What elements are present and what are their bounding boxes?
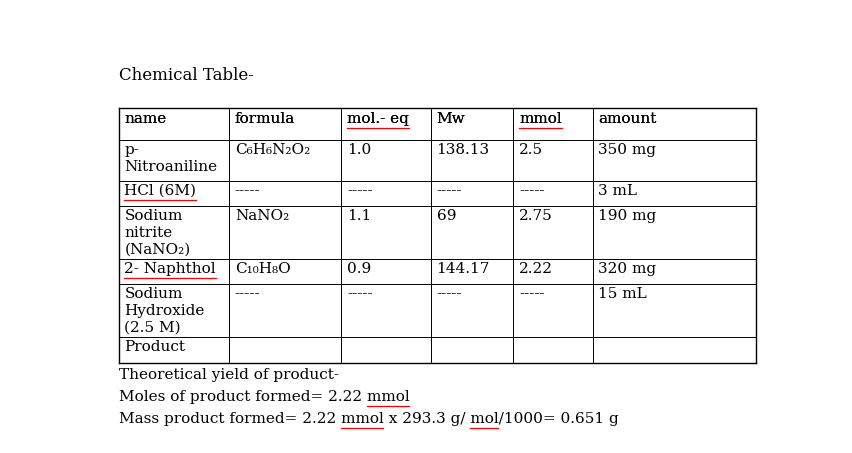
Text: amount: amount [598, 112, 656, 126]
Text: Mass product formed= 2.22 mmol x 293.3 g/ mol/1000= 0.651 g: Mass product formed= 2.22 mmol x 293.3 g… [118, 411, 618, 425]
Text: C₁₀H₈O: C₁₀H₈O [234, 262, 291, 276]
Text: 320 mg: 320 mg [598, 262, 656, 276]
Text: Theoretical yield of product-: Theoretical yield of product- [118, 368, 338, 382]
Text: name: name [124, 112, 166, 126]
Text: 0.9: 0.9 [347, 262, 371, 276]
Text: 69: 69 [436, 209, 456, 223]
Text: 1.0: 1.0 [347, 143, 371, 157]
Text: formula: formula [234, 112, 295, 126]
Text: NaNO₂: NaNO₂ [234, 209, 289, 223]
Text: mol.- eq: mol.- eq [347, 112, 409, 126]
Text: mmol: mmol [519, 112, 561, 126]
Text: -----: ----- [347, 184, 372, 198]
Text: -----: ----- [347, 287, 372, 301]
Text: mol.- eq: mol.- eq [347, 112, 409, 126]
Text: Product: Product [124, 340, 185, 354]
Text: 190 mg: 190 mg [598, 209, 656, 223]
Text: p-
Nitroaniline: p- Nitroaniline [124, 143, 217, 174]
Text: formula: formula [234, 112, 295, 126]
Text: Moles of product formed= 2.22 mmol: Moles of product formed= 2.22 mmol [118, 390, 409, 404]
Text: 2- Naphthol: 2- Naphthol [124, 262, 216, 276]
Text: 144.17: 144.17 [436, 262, 489, 276]
Text: 15 mL: 15 mL [598, 287, 647, 301]
Text: HCl (6M): HCl (6M) [124, 184, 196, 198]
Text: name: name [124, 112, 166, 126]
Text: 3 mL: 3 mL [598, 184, 636, 198]
Text: -----: ----- [519, 287, 544, 301]
Text: mmol: mmol [519, 112, 561, 126]
Text: 1.1: 1.1 [347, 209, 371, 223]
Text: -----: ----- [436, 184, 462, 198]
Text: -----: ----- [519, 184, 544, 198]
Text: Chemical Table-: Chemical Table- [118, 67, 253, 83]
Text: 138.13: 138.13 [436, 143, 489, 157]
Text: 2.22: 2.22 [519, 262, 552, 276]
Text: Sodium
Hydroxide
(2.5 M): Sodium Hydroxide (2.5 M) [124, 287, 204, 335]
Text: Mw: Mw [436, 112, 464, 126]
Text: Sodium
nitrite
(NaNO₂): Sodium nitrite (NaNO₂) [124, 209, 191, 257]
Text: -----: ----- [436, 287, 462, 301]
Text: 350 mg: 350 mg [598, 143, 656, 157]
Text: amount: amount [598, 112, 656, 126]
Text: 2.5: 2.5 [519, 143, 543, 157]
Text: -----: ----- [234, 287, 260, 301]
Text: -----: ----- [234, 184, 260, 198]
Text: 2.75: 2.75 [519, 209, 552, 223]
Text: Mw: Mw [436, 112, 464, 126]
Text: C₆H₆N₂O₂: C₆H₆N₂O₂ [234, 143, 310, 157]
